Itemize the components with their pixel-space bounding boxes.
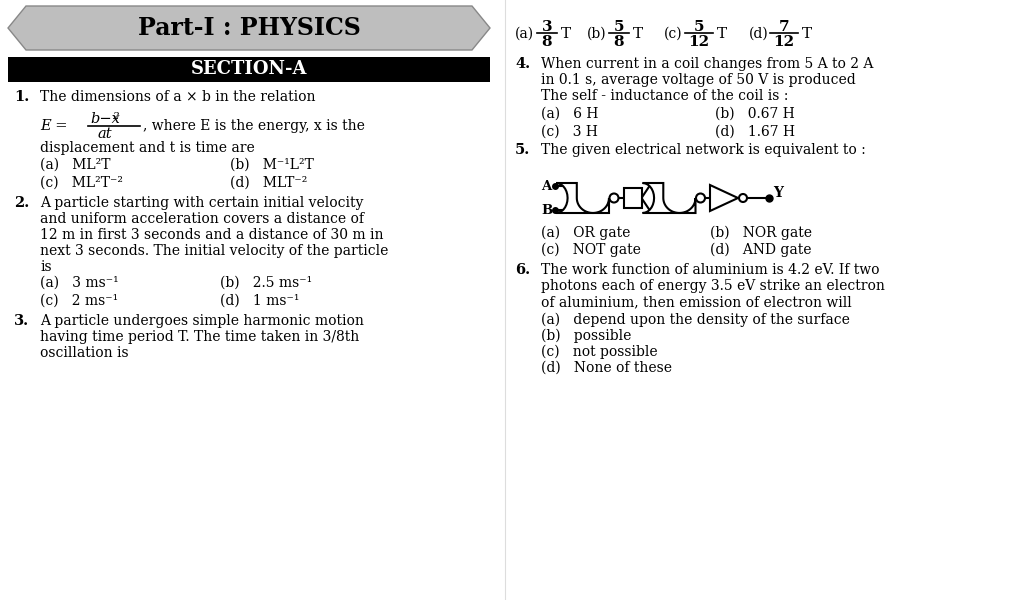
Text: 5: 5	[613, 20, 625, 34]
Text: , where E is the energy, x is the: , where E is the energy, x is the	[143, 119, 365, 133]
Text: The work function of aluminium is 4.2 eV. If two: The work function of aluminium is 4.2 eV…	[541, 263, 880, 277]
Text: (a)   depend upon the density of the surface: (a) depend upon the density of the surfa…	[541, 313, 850, 328]
Bar	[8, 57, 490, 82]
Text: T: T	[717, 27, 727, 41]
Text: displacement and t is time are: displacement and t is time are	[40, 141, 255, 155]
Text: 12: 12	[688, 35, 710, 49]
Text: (c)   2 ms⁻¹: (c) 2 ms⁻¹	[40, 294, 118, 308]
Text: b−x: b−x	[90, 112, 120, 126]
Text: 6.: 6.	[515, 263, 530, 277]
Text: (a)   3 ms⁻¹: (a) 3 ms⁻¹	[40, 276, 119, 290]
Text: 2: 2	[112, 112, 119, 121]
Text: A particle starting with certain initial velocity: A particle starting with certain initial…	[40, 196, 364, 210]
Text: (c)   ML²T⁻²: (c) ML²T⁻²	[40, 176, 123, 190]
Polygon shape	[556, 183, 609, 213]
Text: 3: 3	[542, 20, 552, 34]
Circle shape	[696, 193, 705, 202]
Text: T: T	[633, 27, 643, 41]
Text: Y: Y	[773, 186, 783, 200]
Text: in 0.1 s, average voltage of 50 V is produced: in 0.1 s, average voltage of 50 V is pro…	[541, 73, 856, 87]
Text: (b)   M⁻¹L²T: (b) M⁻¹L²T	[230, 158, 314, 172]
Text: of aluminium, then emission of electron will: of aluminium, then emission of electron …	[541, 295, 852, 309]
Text: 5: 5	[693, 20, 705, 34]
Bar	[624, 188, 641, 208]
Text: (d)   1.67 H: (d) 1.67 H	[715, 125, 795, 139]
Text: 12 m in first 3 seconds and a distance of 30 m in: 12 m in first 3 seconds and a distance o…	[40, 228, 384, 242]
Text: T: T	[802, 27, 812, 41]
Text: (a)   6 H: (a) 6 H	[541, 107, 598, 121]
Text: (a)   OR gate: (a) OR gate	[541, 226, 631, 241]
Text: and uniform acceleration covers a distance of: and uniform acceleration covers a distan…	[40, 212, 364, 226]
Text: (a): (a)	[515, 27, 535, 41]
Polygon shape	[643, 183, 695, 213]
Text: (c): (c)	[664, 27, 683, 41]
Text: next 3 seconds. The initial velocity of the particle: next 3 seconds. The initial velocity of …	[40, 244, 388, 258]
Polygon shape	[710, 185, 738, 211]
Text: When current in a coil changes from 5 A to 2 A: When current in a coil changes from 5 A …	[541, 57, 873, 71]
Text: (c)   3 H: (c) 3 H	[541, 125, 598, 139]
Text: oscillation is: oscillation is	[40, 346, 129, 360]
Text: (b)   possible: (b) possible	[541, 329, 632, 343]
Text: 8: 8	[542, 35, 552, 49]
Text: photons each of energy 3.5 eV strike an electron: photons each of energy 3.5 eV strike an …	[541, 279, 885, 293]
Text: 8: 8	[613, 35, 625, 49]
Text: (b): (b)	[587, 27, 606, 41]
Text: 4.: 4.	[515, 57, 530, 71]
Text: (b)   0.67 H: (b) 0.67 H	[715, 107, 795, 121]
Text: (c)   not possible: (c) not possible	[541, 345, 657, 359]
Text: (d)   MLT⁻²: (d) MLT⁻²	[230, 176, 307, 190]
Polygon shape	[8, 6, 490, 50]
Text: having time period T. The time taken in 3/8th: having time period T. The time taken in …	[40, 330, 359, 344]
Circle shape	[609, 193, 618, 202]
Text: (d)   AND gate: (d) AND gate	[710, 243, 811, 257]
Text: B: B	[541, 203, 552, 217]
Text: 7: 7	[778, 20, 790, 34]
Text: A particle undergoes simple harmonic motion: A particle undergoes simple harmonic mot…	[40, 314, 364, 328]
Text: T: T	[561, 27, 571, 41]
Text: (c)   NOT gate: (c) NOT gate	[541, 243, 641, 257]
Text: E =: E =	[40, 119, 68, 133]
Text: (a)   ML²T: (a) ML²T	[40, 158, 111, 172]
Text: (d)   1 ms⁻¹: (d) 1 ms⁻¹	[220, 294, 299, 308]
Text: SECTION-A: SECTION-A	[190, 61, 307, 79]
Text: 3.: 3.	[14, 314, 29, 328]
Text: (b)   NOR gate: (b) NOR gate	[710, 226, 812, 241]
Text: Part-I : PHYSICS: Part-I : PHYSICS	[137, 16, 360, 40]
Text: at: at	[98, 127, 113, 141]
Text: A: A	[541, 179, 551, 193]
Text: is: is	[40, 260, 51, 274]
Text: The self - inductance of the coil is :: The self - inductance of the coil is :	[541, 89, 788, 103]
Text: 12: 12	[773, 35, 795, 49]
Circle shape	[739, 194, 746, 202]
Text: 5.: 5.	[515, 143, 530, 157]
Text: The dimensions of a × b in the relation: The dimensions of a × b in the relation	[40, 90, 315, 104]
Text: 1.: 1.	[14, 90, 30, 104]
Text: 2.: 2.	[14, 196, 30, 210]
Text: (b)   2.5 ms⁻¹: (b) 2.5 ms⁻¹	[220, 276, 312, 290]
Text: The given electrical network is equivalent to :: The given electrical network is equivale…	[541, 143, 865, 157]
Text: (d)   None of these: (d) None of these	[541, 361, 672, 375]
Text: (d): (d)	[749, 27, 769, 41]
